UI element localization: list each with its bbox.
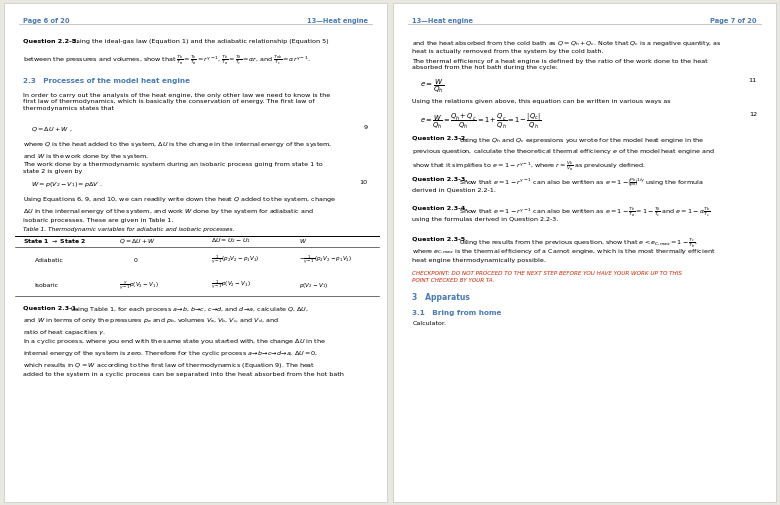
Text: $e = \dfrac{W}{Q_h} = \dfrac{Q_h + Q_c}{Q_h} = 1 + \dfrac{Q_c}{Q_h} = 1 - \dfrac: $e = \dfrac{W}{Q_h} = \dfrac{Q_h + Q_c}{… — [420, 112, 541, 131]
Text: Table 1. Thermodynamic variables for adiabatic and isobaric processes.: Table 1. Thermodynamic variables for adi… — [23, 227, 235, 231]
Text: Isobaric: Isobaric — [34, 283, 58, 288]
Text: $Q = \Delta U + W$: $Q = \Delta U + W$ — [119, 236, 155, 244]
Text: 10: 10 — [360, 180, 367, 185]
Text: $p(V_2 - V_1)$: $p(V_2 - V_1)$ — [299, 281, 328, 290]
Text: Adiabatic: Adiabatic — [34, 258, 63, 263]
Text: $\frac{1}{\gamma-1}(p_2 V_2 - p_1 V_1)$: $\frac{1}{\gamma-1}(p_2 V_2 - p_1 V_1)$ — [211, 254, 259, 267]
Text: $\Delta U = U_2 - U_1$: $\Delta U = U_2 - U_1$ — [211, 236, 250, 245]
Text: $\frac{\gamma}{\gamma-1} p(V_2 - V_1)$: $\frac{\gamma}{\gamma-1} p(V_2 - V_1)$ — [119, 279, 158, 292]
Text: 3   Apparatus: 3 Apparatus — [413, 293, 470, 302]
Text: Show that $e = 1 - r^{\gamma-1}$ can also be written as $e = 1 - \!\left(\!\frac: Show that $e = 1 - r^{\gamma-1}$ can als… — [459, 177, 704, 189]
Text: Show that $e = 1 - r^{\gamma-1}$ can also be written as $e = 1 - \frac{T_b}{T_a}: Show that $e = 1 - r^{\gamma-1}$ can als… — [459, 206, 711, 219]
Text: The work done by a thermodynamic system during an isobaric process going from st: The work done by a thermodynamic system … — [23, 162, 323, 174]
Text: Using the ideal-gas law (Equation 1) and the adiabatic relationship (Equation 5): Using the ideal-gas law (Equation 1) and… — [72, 38, 328, 43]
Text: $Q = \Delta U + W$ ,: $Q = \Delta U + W$ , — [30, 125, 72, 133]
Text: 2.3   Processes of the model heat engine: 2.3 Processes of the model heat engine — [23, 77, 190, 83]
Text: Using the $Q_h$ and $Q_c$ expressions you wrote for the model heat engine in the: Using the $Q_h$ and $Q_c$ expressions yo… — [459, 135, 704, 144]
Text: 0: 0 — [134, 258, 138, 263]
Text: Using the relations given above, this equation can be written in various ways as: Using the relations given above, this eq… — [413, 98, 671, 104]
Text: $\frac{1}{\gamma-1} p(V_2 - V_1)$: $\frac{1}{\gamma-1} p(V_2 - V_1)$ — [211, 279, 250, 292]
Text: Question 2.3-1.: Question 2.3-1. — [23, 306, 79, 311]
FancyBboxPatch shape — [393, 3, 776, 502]
Text: 13—Heat engine: 13—Heat engine — [307, 18, 367, 24]
Text: CHECKPOINT: DO NOT PROCEED TO THE NEXT STEP BEFORE YOU HAVE YOUR WORK UP TO THIS: CHECKPOINT: DO NOT PROCEED TO THE NEXT S… — [413, 272, 682, 283]
Text: where $e_{C,\!max}$ is the thermal efficiency of a Carnot engine, which is the m: where $e_{C,\!max}$ is the thermal effic… — [413, 247, 716, 263]
Text: Page 7 of 20: Page 7 of 20 — [711, 18, 757, 24]
Text: Question 2.2-3.: Question 2.2-3. — [23, 38, 79, 43]
Text: Using the results from the previous question, show that $e < e_{C,\!max} = 1 - \: Using the results from the previous ques… — [459, 236, 698, 250]
Text: Question 2.3-4.: Question 2.3-4. — [413, 206, 468, 211]
Text: using the formulas derived in Question 2.2-3.: using the formulas derived in Question 2… — [413, 217, 558, 222]
Text: $-\frac{1}{\gamma-1}(p_2 V_2 - p_1 V_1)$: $-\frac{1}{\gamma-1}(p_2 V_2 - p_1 V_1)$ — [299, 254, 352, 267]
Text: $W = p(V_2 - V_1) = p\Delta V$ .: $W = p(V_2 - V_1) = p\Delta V$ . — [30, 180, 102, 189]
Text: Using Table 1, for each process $a\!\rightarrow\!b$, $b\!\rightarrow\!c$, $c\!\r: Using Table 1, for each process $a\!\rig… — [69, 306, 309, 315]
Text: Question 2.3-2.: Question 2.3-2. — [413, 135, 468, 140]
Text: Question 2.3-5.: Question 2.3-5. — [413, 236, 468, 241]
Text: 3.1   Bring from home: 3.1 Bring from home — [413, 311, 502, 317]
Text: where $Q$ is the heat added to the system, $\Delta U$ is the change in the inter: where $Q$ is the heat added to the syste… — [23, 140, 332, 161]
Text: Page 6 of 20: Page 6 of 20 — [23, 18, 69, 24]
Text: 9: 9 — [363, 125, 367, 130]
Text: Question 2.3-3.: Question 2.3-3. — [413, 177, 468, 181]
Text: 12: 12 — [749, 112, 757, 117]
Text: and $W$ in terms of only the pressures $p_a$ and $p_b$, volumes $V_a$, $V_b$, $V: and $W$ in terms of only the pressures $… — [23, 317, 278, 337]
FancyBboxPatch shape — [4, 3, 387, 502]
Text: previous question, calculate the theoretical thermal efficiency $e$ of the model: previous question, calculate the theoret… — [413, 146, 714, 173]
Text: $e = \dfrac{W}{Q_h}$: $e = \dfrac{W}{Q_h}$ — [420, 77, 444, 95]
Text: State 1 $\rightarrow$ State 2: State 1 $\rightarrow$ State 2 — [23, 236, 86, 244]
Text: In a cyclic process, where you end with the same state you started with, the cha: In a cyclic process, where you end with … — [23, 337, 344, 377]
Text: between the pressures and volumes, show that $\frac{T_b}{T_a} = \frac{T_b}{T_a} : between the pressures and volumes, show … — [23, 54, 310, 67]
Text: The thermal efficiency of a heat engine is defined by the ratio of the work done: The thermal efficiency of a heat engine … — [413, 59, 708, 70]
Text: 11: 11 — [749, 77, 757, 82]
Text: Calculator.: Calculator. — [413, 322, 446, 327]
Text: 13—Heat engine: 13—Heat engine — [413, 18, 473, 24]
Text: and the heat absorbed from the cold bath as $Q = Q_h + Q_c$. Note that $Q_c$ is : and the heat absorbed from the cold bath… — [413, 38, 722, 55]
Text: $W$: $W$ — [299, 236, 307, 244]
Text: In order to carry out the analysis of the heat engine, the only other law we nee: In order to carry out the analysis of th… — [23, 92, 330, 111]
Text: derived in Question 2.2-1.: derived in Question 2.2-1. — [413, 187, 496, 192]
Text: Using Equations 6, 9, and 10, we can readily write down the heat $Q$ added to th: Using Equations 6, 9, and 10, we can rea… — [23, 195, 335, 223]
